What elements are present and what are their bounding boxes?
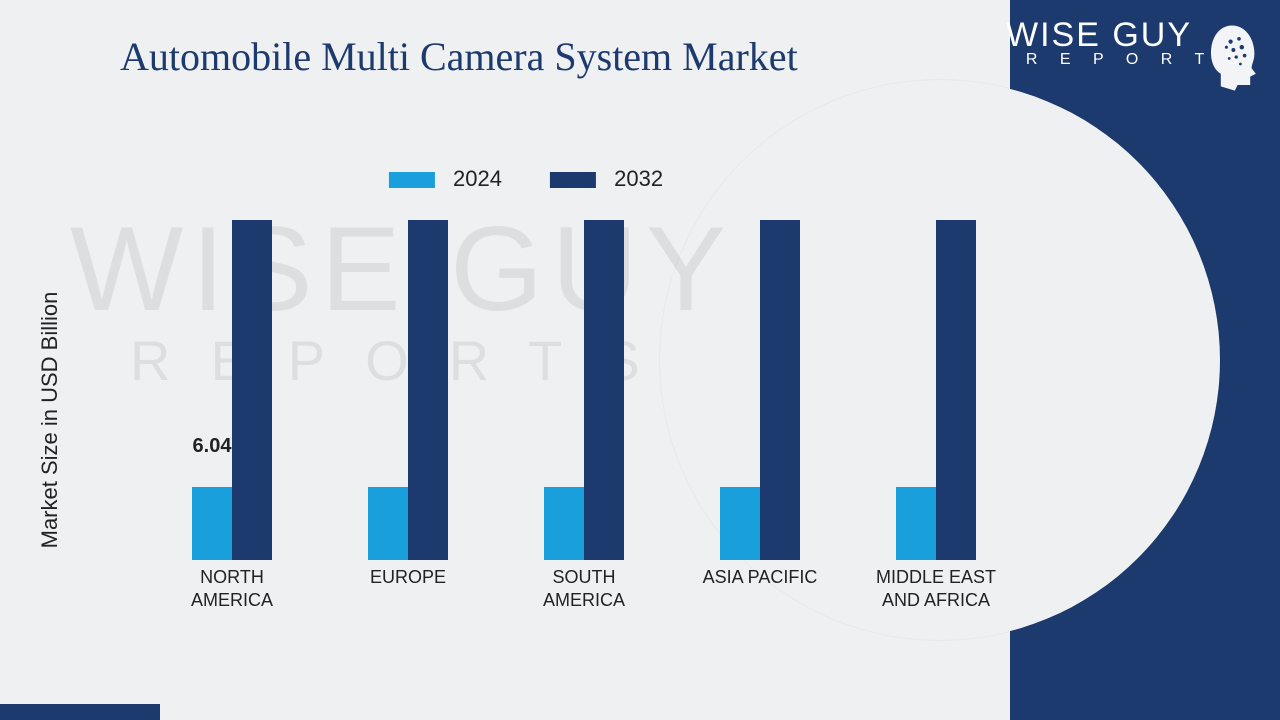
y-axis-label: Market Size in USD Billion	[37, 292, 63, 549]
bar	[408, 220, 448, 560]
x-axis-label: NORTH AMERICA	[167, 566, 297, 611]
legend-item: 2032	[550, 166, 663, 192]
legend-label: 2032	[614, 166, 663, 191]
legend-item: 2024	[389, 166, 502, 192]
head-silhouette-icon	[1190, 22, 1260, 92]
page-root: WISE GUY R E P O R T S WISE GUY REPORTS …	[0, 0, 1280, 720]
bar	[936, 220, 976, 560]
legend-swatch-icon	[550, 172, 596, 188]
x-axis-labels: NORTH AMERICA EUROPE SOUTH AMERICA ASIA PAC…	[140, 560, 996, 670]
bar-group	[896, 220, 976, 560]
chart-area: Market Size in USD Billion 2024 2032 6.0…	[56, 170, 996, 670]
bar-group	[192, 220, 272, 560]
bottom-accent-bar	[0, 704, 160, 720]
bar-group	[720, 220, 800, 560]
x-axis-label: SOUTH AMERICA	[519, 566, 649, 611]
bar	[232, 220, 272, 560]
bar	[896, 487, 936, 560]
bar	[368, 487, 408, 560]
brand-logo: WISE GUY R E P O R T S	[1006, 16, 1266, 69]
x-axis-label: ASIA PACIFIC	[695, 566, 825, 589]
bar	[720, 487, 760, 560]
bar-group	[544, 220, 624, 560]
x-axis-label: EUROPE	[343, 566, 473, 589]
bar-group	[368, 220, 448, 560]
legend-label: 2024	[453, 166, 502, 191]
x-axis-label: MIDDLE EAST AND AFRICA	[871, 566, 1001, 611]
legend-swatch-icon	[389, 172, 435, 188]
bar	[192, 487, 232, 560]
plot-region: 6.04	[140, 196, 996, 560]
bar-value-label: 6.04	[193, 435, 232, 458]
bar	[544, 487, 584, 560]
chart-title: Automobile Multi Camera System Market	[120, 34, 840, 80]
bar	[584, 220, 624, 560]
bar	[760, 220, 800, 560]
legend: 2024 2032	[389, 166, 663, 192]
